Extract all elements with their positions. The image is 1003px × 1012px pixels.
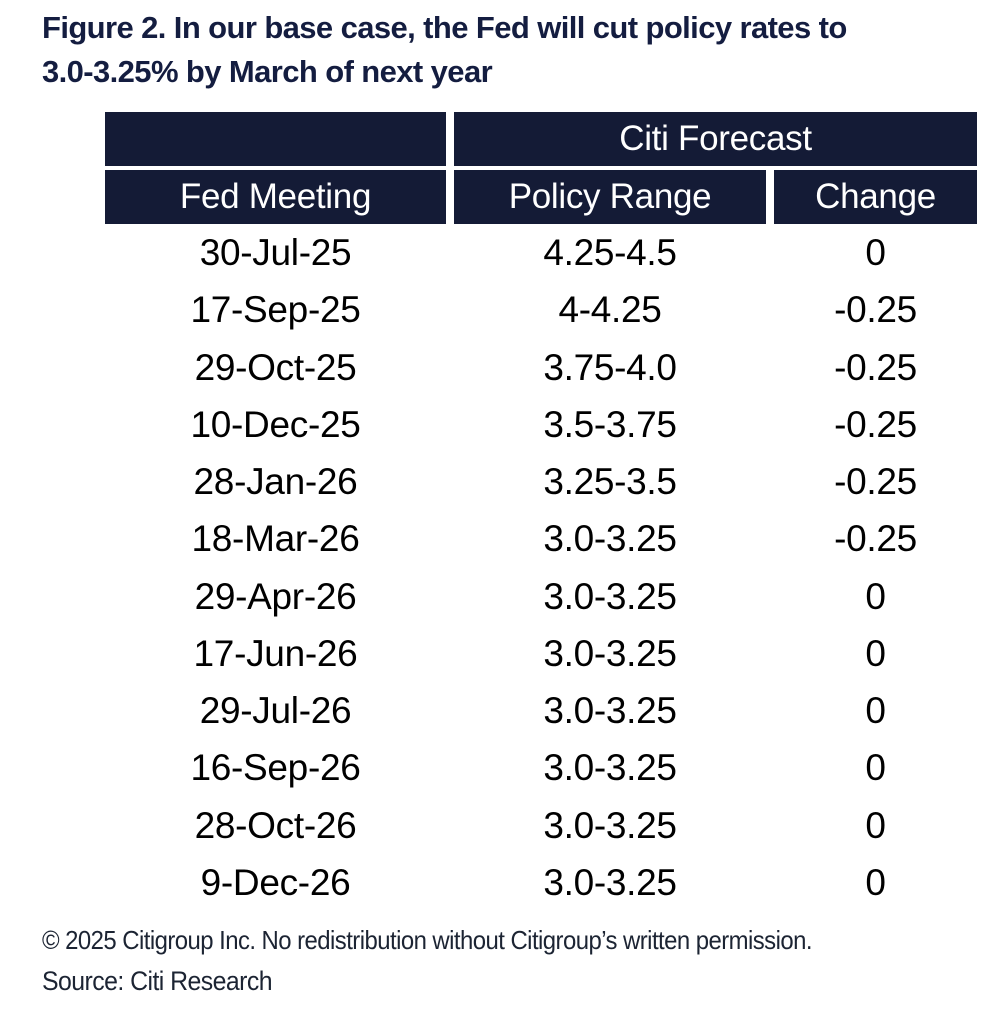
column-divider — [446, 112, 454, 166]
cell-policy-range: 4.25-4.5 — [543, 232, 677, 274]
table-row: 29-Jul-26 3.0-3.25 0 — [105, 682, 977, 739]
cell-policy-range: 3.25-3.5 — [543, 461, 677, 503]
column-header-policy-range: Policy Range — [454, 170, 766, 224]
column-header-fed-meeting: Fed Meeting — [105, 170, 446, 224]
cell-fed-meeting: 17-Jun-26 — [193, 632, 358, 674]
cell-policy-range: 3.0-3.25 — [543, 632, 677, 674]
source-line: Source: Citi Research — [42, 966, 273, 996]
column-header-change: Change — [774, 170, 977, 224]
group-header-citi-forecast: Citi Forecast — [454, 112, 977, 166]
cell-fed-meeting: 16-Sep-26 — [190, 747, 361, 789]
cell-fed-meeting: 9-Dec-26 — [200, 861, 351, 903]
cell-fed-meeting: 17-Sep-25 — [190, 289, 361, 331]
cell-change: -0.25 — [834, 518, 917, 560]
cell-fed-meeting: 30-Jul-25 — [199, 232, 352, 274]
table-row: 10-Dec-25 3.5-3.75 -0.25 — [105, 396, 977, 453]
cell-fed-meeting: 29-Oct-25 — [194, 346, 357, 388]
figure-title-line1: Figure 2. In our base case, the Fed will… — [42, 10, 847, 45]
table-row: 18-Mar-26 3.0-3.25 -0.25 — [105, 510, 977, 567]
cell-change: 0 — [865, 804, 886, 846]
cell-change: 0 — [865, 232, 886, 274]
table-row: 28-Oct-26 3.0-3.25 0 — [105, 797, 977, 854]
cell-fed-meeting: 10-Dec-25 — [190, 403, 361, 445]
cell-policy-range: 3.0-3.25 — [543, 747, 677, 789]
cell-fed-meeting: 28-Oct-26 — [194, 804, 357, 846]
table-row: 9-Dec-26 3.0-3.25 0 — [105, 854, 977, 911]
cell-change: -0.25 — [834, 289, 917, 331]
cell-policy-range: 3.0-3.25 — [543, 575, 677, 617]
cell-change: -0.25 — [834, 403, 917, 445]
cell-policy-range: 3.0-3.25 — [543, 518, 677, 560]
cell-change: 0 — [865, 632, 886, 674]
fed-forecast-table: Citi Forecast Fed Meeting Policy Range C… — [105, 112, 977, 911]
group-header-empty-cell — [105, 112, 446, 166]
figure-title-line2: 3.0-3.25% by March of next year — [42, 54, 493, 89]
table-row: 16-Sep-26 3.0-3.25 0 — [105, 739, 977, 796]
cell-fed-meeting: 29-Apr-26 — [194, 575, 357, 617]
cell-fed-meeting: 29-Jul-26 — [199, 690, 352, 732]
table-row: 30-Jul-25 4.25-4.5 0 — [105, 224, 977, 281]
cell-change: 0 — [865, 575, 886, 617]
cell-fed-meeting: 18-Mar-26 — [191, 518, 360, 560]
cell-policy-range: 3.0-3.25 — [543, 804, 677, 846]
table-row: 17-Sep-25 4-4.25 -0.25 — [105, 281, 977, 338]
header-row-divider — [105, 166, 977, 170]
cell-policy-range: 3.75-4.0 — [543, 346, 677, 388]
cell-policy-range: 3.0-3.25 — [543, 690, 677, 732]
table-row: 29-Oct-25 3.75-4.0 -0.25 — [105, 339, 977, 396]
table-row: 17-Jun-26 3.0-3.25 0 — [105, 625, 977, 682]
cell-change: 0 — [865, 690, 886, 732]
cell-change: -0.25 — [834, 346, 917, 388]
cell-policy-range: 4-4.25 — [558, 289, 662, 331]
table-body: 30-Jul-25 4.25-4.5 0 17-Sep-25 4-4.25 -0… — [105, 224, 977, 911]
cell-change: -0.25 — [834, 461, 917, 503]
table-row: 29-Apr-26 3.0-3.25 0 — [105, 568, 977, 625]
table-row: 28-Jan-26 3.25-3.5 -0.25 — [105, 453, 977, 510]
cell-change: 0 — [865, 861, 886, 903]
cell-fed-meeting: 28-Jan-26 — [193, 461, 358, 503]
cell-policy-range: 3.0-3.25 — [543, 861, 677, 903]
column-divider — [446, 170, 454, 224]
cell-policy-range: 3.5-3.75 — [543, 403, 677, 445]
copyright-notice: © 2025 Citigroup Inc. No redistribution … — [42, 925, 813, 955]
column-divider — [766, 170, 774, 224]
table-group-header-row: Citi Forecast — [105, 112, 977, 166]
table-column-header-row: Fed Meeting Policy Range Change — [105, 170, 977, 224]
cell-change: 0 — [865, 747, 886, 789]
figure-title: Figure 2. In our base case, the Fed will… — [42, 6, 992, 94]
